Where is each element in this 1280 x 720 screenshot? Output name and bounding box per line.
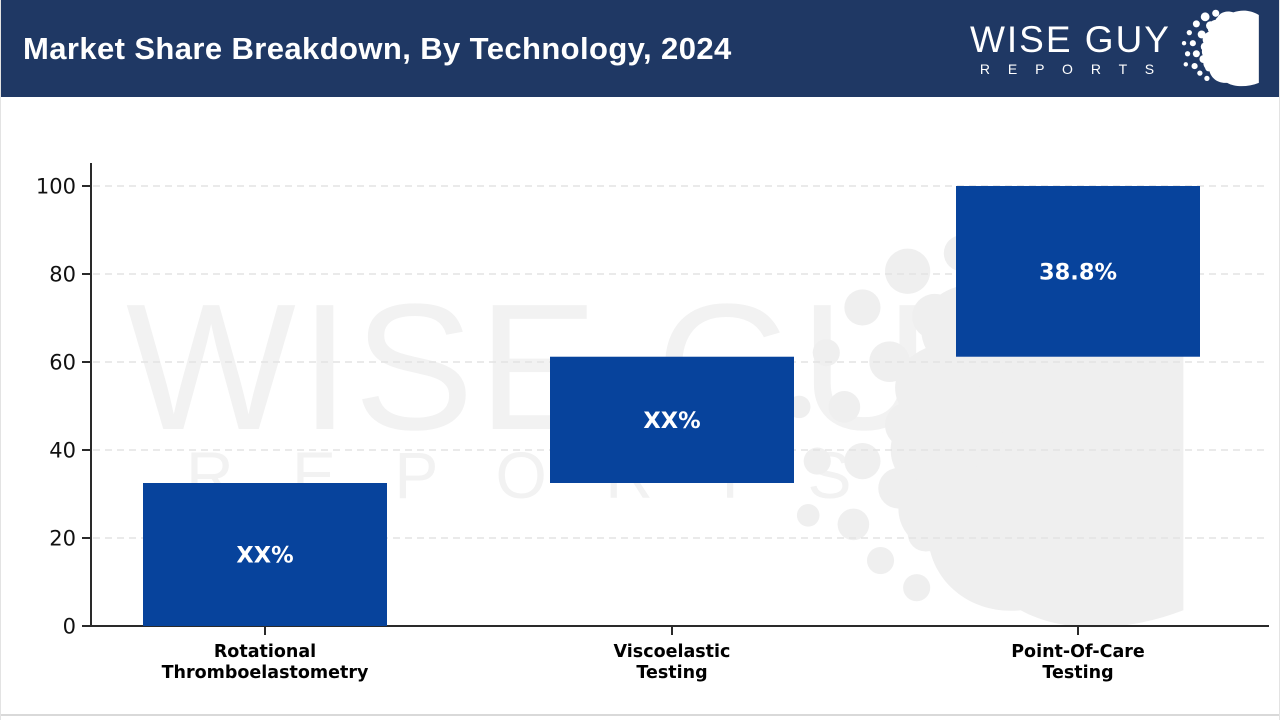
x-category-label: Thromboelastometry xyxy=(162,663,369,683)
logo-head-icon xyxy=(1177,8,1265,89)
bar-segment xyxy=(143,483,387,626)
x-category-label: Viscoelastic xyxy=(614,642,731,662)
bottom-divider xyxy=(1,714,1279,716)
x-category-label: Rotational xyxy=(214,642,316,662)
header: Market Share Breakdown, By Technology, 2… xyxy=(1,0,1279,97)
x-axis-ticks xyxy=(264,627,1079,635)
logo-subtext: R E P O R T S xyxy=(979,60,1162,77)
x-category-label: Point-Of-Care xyxy=(1011,642,1145,662)
y-tick-label: 0 xyxy=(63,615,76,639)
y-tick-label: 80 xyxy=(49,263,76,287)
y-tick-label: 40 xyxy=(49,439,76,463)
x-category-label: Testing xyxy=(636,663,707,683)
y-tick-label: 100 xyxy=(36,175,76,199)
brand-logo: WISE GUY R E P O R T S xyxy=(970,8,1265,89)
bar-value-label: 38.8% xyxy=(1039,259,1117,285)
logo-text: WISE GUY R E P O R T S xyxy=(970,21,1171,77)
y-tick-label: 60 xyxy=(49,351,76,375)
bar-value-label: XX% xyxy=(643,408,700,434)
y-tick-label: 20 xyxy=(49,527,76,551)
x-category-label: Testing xyxy=(1042,663,1113,683)
page-title: Market Share Breakdown, By Technology, 2… xyxy=(23,30,732,66)
logo-wordmark: WISE GUY xyxy=(969,18,1171,60)
y-axis-ticks: 0 20 40 60 80 100 xyxy=(36,175,90,639)
bar-segment xyxy=(550,356,794,483)
bars: XX% XX% 38.8% xyxy=(143,186,1200,626)
bar-value-label: XX% xyxy=(236,543,293,569)
